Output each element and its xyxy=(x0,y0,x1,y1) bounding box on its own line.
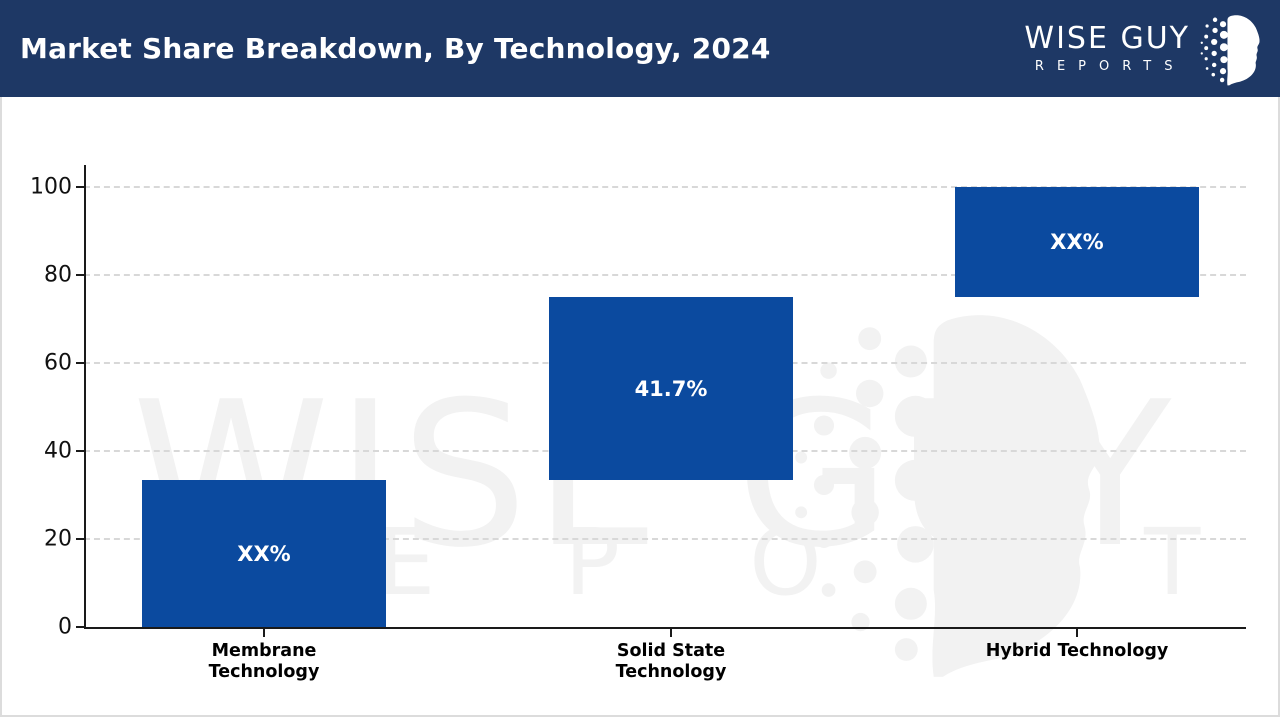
y-tick-label: 60 xyxy=(44,350,72,376)
gridline xyxy=(84,186,1246,188)
y-axis-tick xyxy=(76,538,84,540)
x-category-label: Membrane Technology xyxy=(208,641,320,682)
x-axis-tick xyxy=(670,629,672,637)
y-tick-label: 80 xyxy=(44,262,72,288)
brand-subtitle: REPORTS xyxy=(1034,59,1186,74)
bar-value-label: XX% xyxy=(1050,230,1104,254)
y-axis-tick xyxy=(76,362,84,364)
y-tick-label: 20 xyxy=(44,526,72,552)
dotted-face-logo-icon xyxy=(1200,14,1260,85)
page-title: Market Share Breakdown, By Technology, 2… xyxy=(20,32,771,65)
brand-name: WISE GUY xyxy=(1024,21,1190,56)
x-category-label: Solid State Technology xyxy=(615,641,727,682)
y-axis-tick xyxy=(76,450,84,452)
bar-value-label: XX% xyxy=(237,541,291,566)
y-axis-tick xyxy=(76,626,84,628)
bar-segment: 41.7% xyxy=(549,297,793,481)
x-axis-tick xyxy=(263,629,265,637)
bar-segment: XX% xyxy=(955,187,1199,297)
y-axis-tick xyxy=(76,186,84,188)
x-axis-line xyxy=(84,627,1246,629)
y-tick-label: 100 xyxy=(30,174,72,200)
gridline xyxy=(84,538,1246,540)
header-bar: Market Share Breakdown, By Technology, 2… xyxy=(0,0,1280,97)
brand-logo: WISE GUY REPORTS xyxy=(1024,11,1280,87)
y-axis-line xyxy=(84,165,86,629)
bar-value-label: 41.7% xyxy=(634,376,708,401)
x-axis-tick xyxy=(1076,629,1078,637)
y-tick-label: 0 xyxy=(58,614,72,640)
brand-logo-text: WISE GUY REPORTS xyxy=(1024,21,1190,74)
y-axis-tick xyxy=(76,274,84,276)
y-tick-label: 40 xyxy=(44,438,72,464)
bar-segment: XX% xyxy=(142,480,386,627)
x-category-label: Hybrid Technology xyxy=(985,641,1169,661)
watermark-dotted-face-icon xyxy=(795,315,1100,677)
gridline xyxy=(84,274,1246,276)
